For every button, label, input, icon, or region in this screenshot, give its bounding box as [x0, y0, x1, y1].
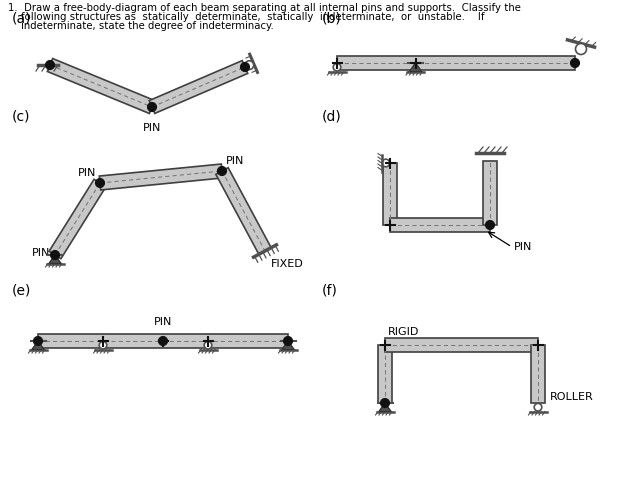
Circle shape — [485, 221, 494, 229]
Circle shape — [218, 167, 227, 175]
Text: (d): (d) — [322, 109, 342, 123]
Polygon shape — [216, 168, 271, 255]
Polygon shape — [531, 345, 545, 403]
Polygon shape — [38, 334, 288, 348]
Polygon shape — [337, 56, 575, 70]
Polygon shape — [483, 161, 497, 225]
Polygon shape — [99, 164, 223, 190]
Text: 1.  Draw a free-body-diagram of each beam separating at all internal pins and su: 1. Draw a free-body-diagram of each beam… — [8, 3, 521, 13]
Polygon shape — [282, 341, 294, 350]
Text: PIN: PIN — [514, 242, 532, 252]
Text: (f): (f) — [322, 284, 338, 298]
Circle shape — [46, 60, 54, 70]
Circle shape — [333, 63, 341, 71]
Polygon shape — [49, 179, 106, 259]
Text: PIN: PIN — [226, 156, 245, 166]
Circle shape — [382, 159, 389, 167]
Polygon shape — [409, 63, 422, 71]
Circle shape — [245, 61, 253, 70]
Circle shape — [99, 341, 107, 349]
Circle shape — [570, 58, 580, 68]
Polygon shape — [385, 338, 538, 352]
Circle shape — [34, 337, 42, 345]
Text: RIGID: RIGID — [388, 327, 419, 337]
Circle shape — [51, 251, 59, 259]
Polygon shape — [47, 58, 155, 114]
Text: ROLLER: ROLLER — [550, 392, 594, 402]
Polygon shape — [49, 255, 61, 264]
Text: PIN: PIN — [143, 123, 161, 133]
Polygon shape — [32, 341, 44, 350]
Circle shape — [381, 398, 389, 408]
Circle shape — [95, 179, 104, 187]
Circle shape — [283, 337, 293, 345]
Circle shape — [534, 403, 542, 411]
Polygon shape — [379, 403, 391, 412]
Polygon shape — [383, 163, 397, 225]
Text: PIN: PIN — [77, 168, 96, 178]
Text: following structures as  statically  determinate,  statically  indeterminate,  o: following structures as statically deter… — [8, 12, 484, 22]
Text: indeterminate, state the degree of indeterminacy.: indeterminate, state the degree of indet… — [8, 21, 274, 31]
Circle shape — [158, 337, 167, 345]
Text: (b): (b) — [322, 12, 342, 26]
Text: PIN: PIN — [154, 317, 172, 327]
Polygon shape — [149, 60, 248, 114]
Text: (e): (e) — [12, 284, 31, 298]
Text: (a): (a) — [12, 12, 31, 26]
Circle shape — [147, 102, 157, 112]
Circle shape — [204, 341, 212, 349]
Circle shape — [240, 62, 250, 71]
Text: (c): (c) — [12, 109, 31, 123]
Polygon shape — [378, 345, 392, 403]
Polygon shape — [390, 218, 490, 232]
Circle shape — [575, 43, 587, 55]
Text: FIXED: FIXED — [271, 259, 304, 269]
Text: PIN: PIN — [32, 248, 50, 258]
